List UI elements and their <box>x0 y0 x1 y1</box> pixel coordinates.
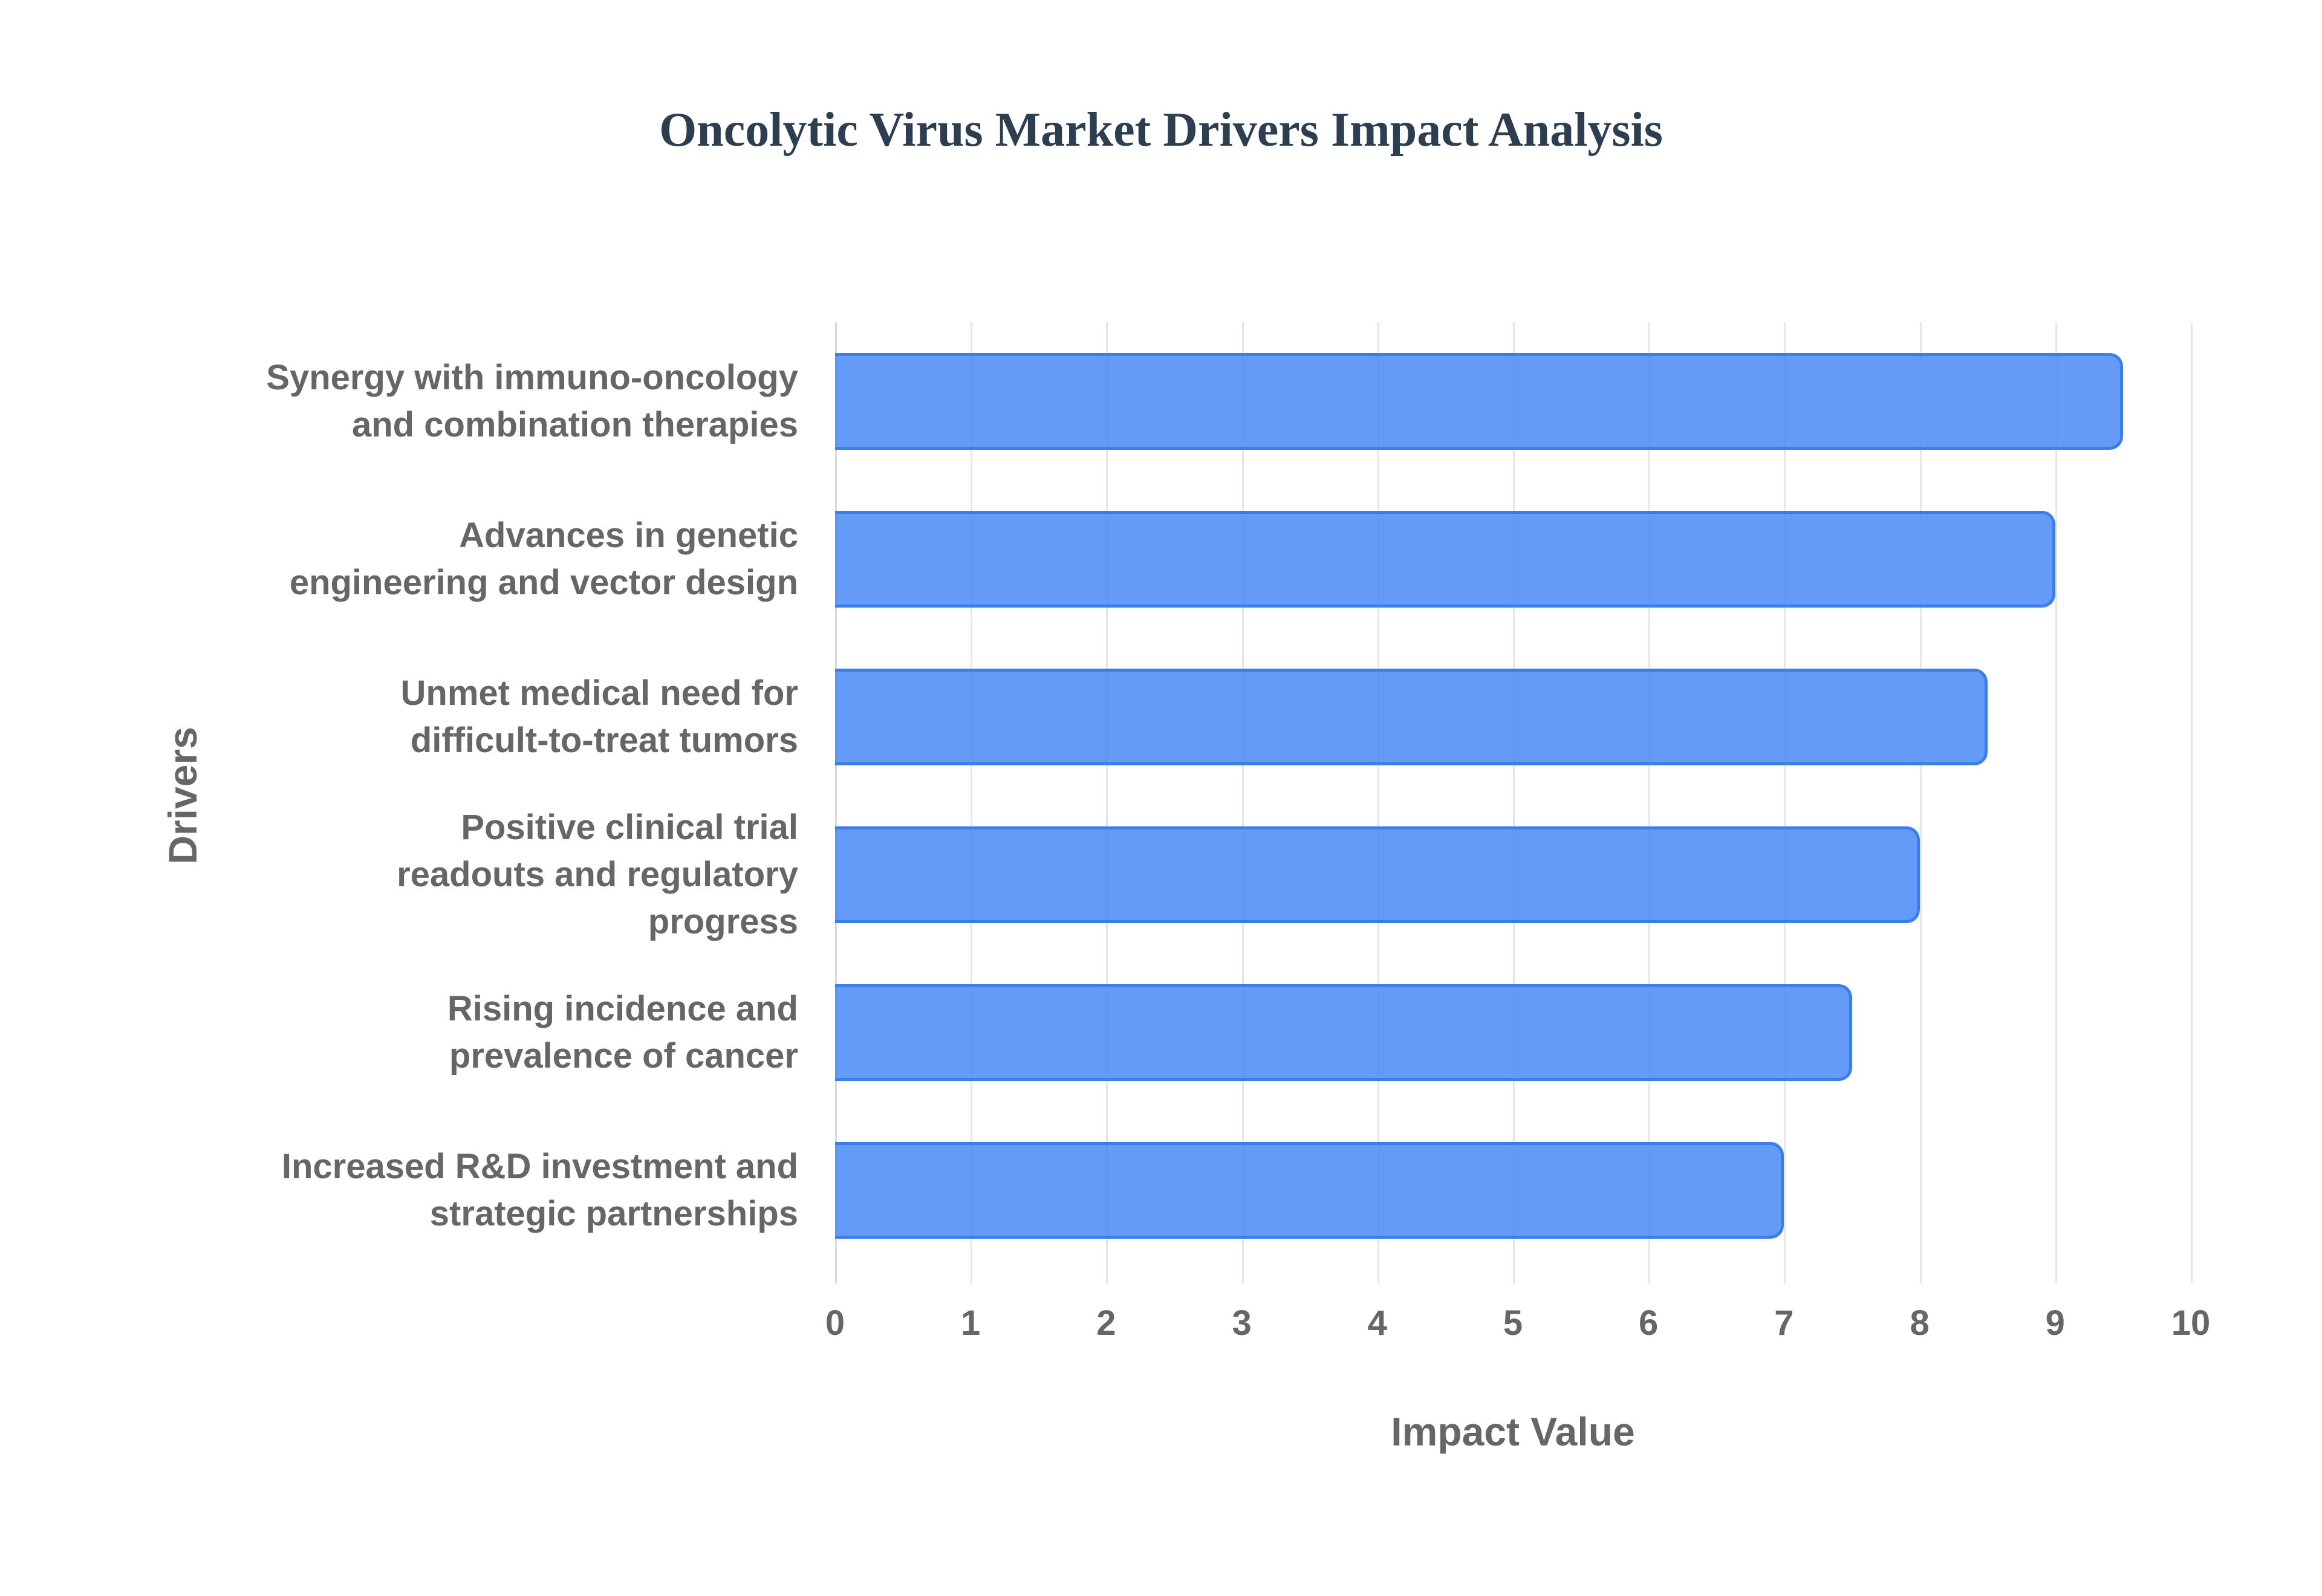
y-tick-label: Advances in genetic engineering and vecto… <box>289 516 798 602</box>
x-tick-label: 2 <box>1096 1303 1116 1343</box>
x-tick-label: 0 <box>825 1303 845 1343</box>
y-tick-label: Unmet medical need for difficult-to-treat… <box>400 673 798 760</box>
x-tick-label: 6 <box>1639 1303 1659 1343</box>
gridline <box>1919 322 1922 1283</box>
bar[interactable] <box>835 984 1852 1081</box>
gridline <box>1241 322 1244 1283</box>
x-tick-label: 4 <box>1367 1303 1387 1343</box>
bar[interactable] <box>835 826 1920 923</box>
x-tick-label: 7 <box>1774 1303 1794 1343</box>
gridline <box>2191 322 2193 1283</box>
bar[interactable] <box>835 669 1988 765</box>
gridline <box>1377 322 1379 1283</box>
y-tick-label: Rising incidence and prevalence of cancer <box>447 989 798 1075</box>
bar[interactable] <box>835 511 2055 608</box>
gridline <box>1513 322 1515 1283</box>
gridline <box>2055 322 2057 1283</box>
x-tick-label: 9 <box>2045 1303 2065 1343</box>
x-tick-label: 8 <box>1910 1303 1930 1343</box>
y-axis-line <box>835 322 837 1283</box>
gridline <box>1106 322 1108 1283</box>
x-tick-label: 10 <box>2171 1303 2211 1343</box>
bar[interactable] <box>835 353 2123 450</box>
x-tick-label: 3 <box>1232 1303 1252 1343</box>
plot-area <box>835 322 2193 1283</box>
gridline <box>1784 322 1786 1283</box>
y-tick-label: Synergy with immuno-oncology and combinat… <box>266 358 798 444</box>
bar[interactable] <box>835 1142 1784 1239</box>
x-tick-label: 1 <box>961 1303 981 1343</box>
gridline <box>1648 322 1651 1283</box>
x-tick-label: 5 <box>1503 1303 1523 1343</box>
chart-title: Oncolytic Virus Market Drivers Impact An… <box>659 103 1663 157</box>
gridline <box>971 322 973 1283</box>
y-tick-label: Increased R&D investment and strategic pa… <box>281 1147 798 1233</box>
y-tick-label: Positive clinical trial readouts and regu… <box>397 808 798 941</box>
x-axis-title: Impact Value <box>1391 1409 1635 1454</box>
